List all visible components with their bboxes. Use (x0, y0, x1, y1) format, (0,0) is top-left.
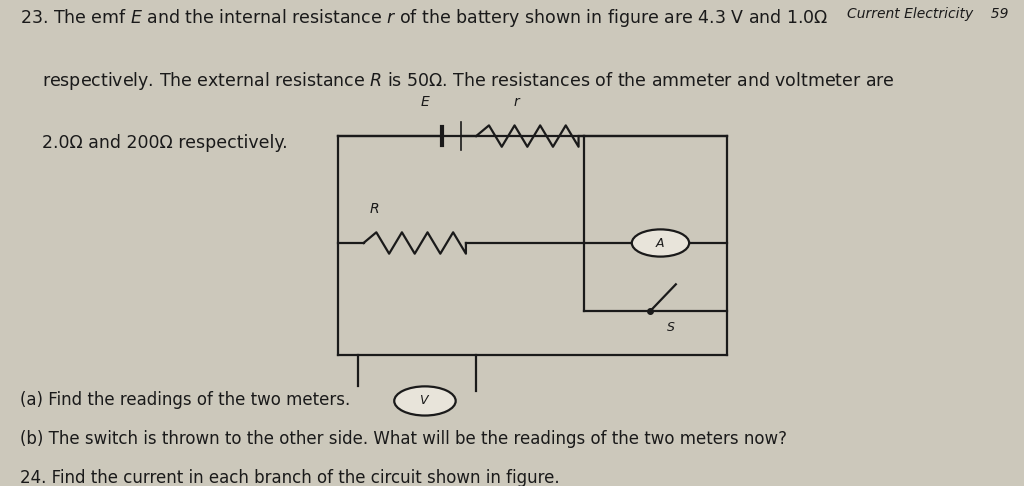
Text: (b) The switch is thrown to the other side. What will be the readings of the two: (b) The switch is thrown to the other si… (20, 430, 787, 448)
Text: $S$: $S$ (666, 321, 675, 334)
Circle shape (632, 229, 689, 257)
Circle shape (394, 386, 456, 416)
Text: respectively. The external resistance $R$ is 50Ω. The resistances of the ammeter: respectively. The external resistance $R… (20, 70, 895, 92)
Text: 24. Find the current in each branch of the circuit shown in figure.: 24. Find the current in each branch of t… (20, 469, 560, 486)
Text: 2.0Ω and 200Ω respectively.: 2.0Ω and 200Ω respectively. (20, 134, 288, 152)
Text: $R$: $R$ (369, 202, 379, 216)
Text: $A$: $A$ (655, 237, 666, 249)
Text: (a) Find the readings of the two meters.: (a) Find the readings of the two meters. (20, 391, 351, 409)
Text: $r$: $r$ (513, 95, 521, 109)
Text: Current Electricity    59: Current Electricity 59 (847, 7, 1009, 21)
Text: $V$: $V$ (419, 395, 431, 407)
Text: $E$: $E$ (420, 95, 430, 109)
Text: 23. The emf $E$ and the internal resistance $r$ of the battery shown in figure a: 23. The emf $E$ and the internal resista… (20, 7, 829, 29)
